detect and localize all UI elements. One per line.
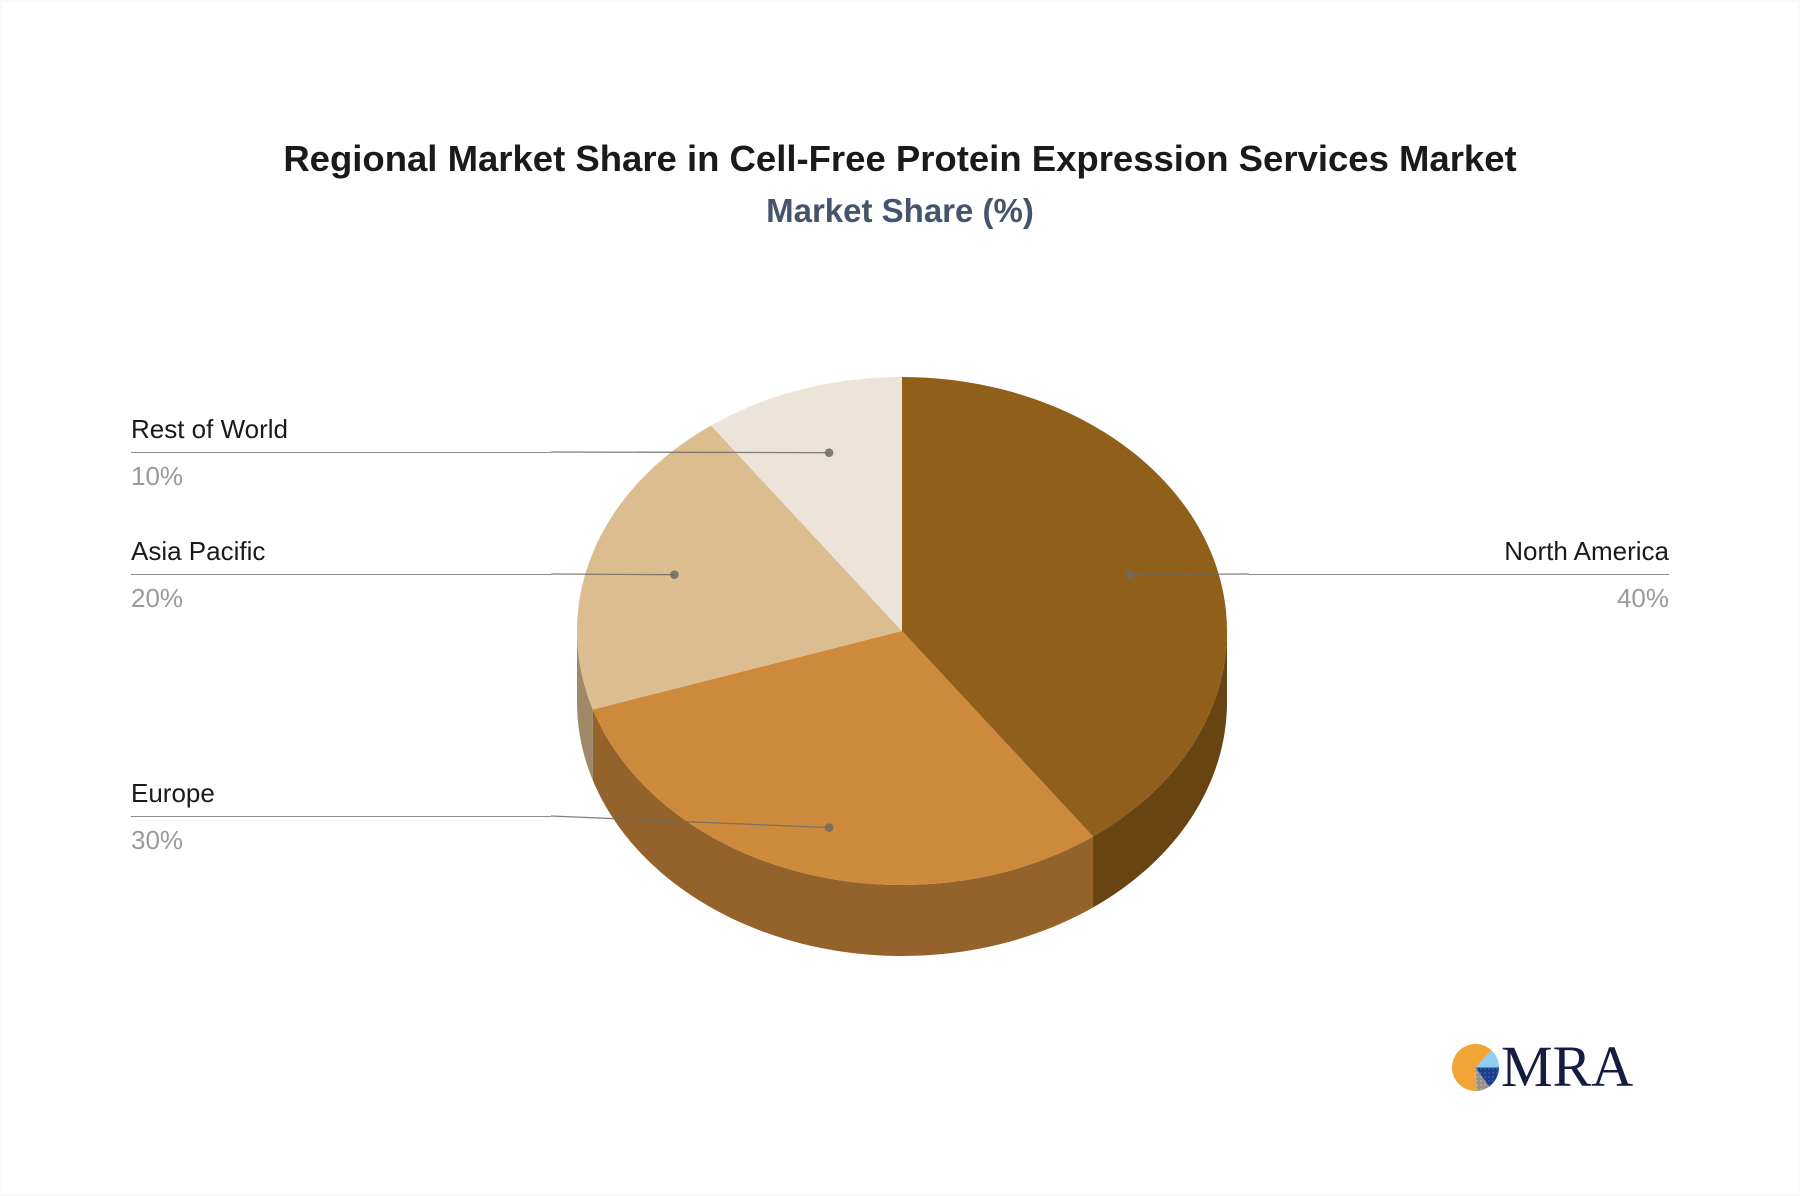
svg-text:MRA: MRA bbox=[1501, 1044, 1633, 1093]
